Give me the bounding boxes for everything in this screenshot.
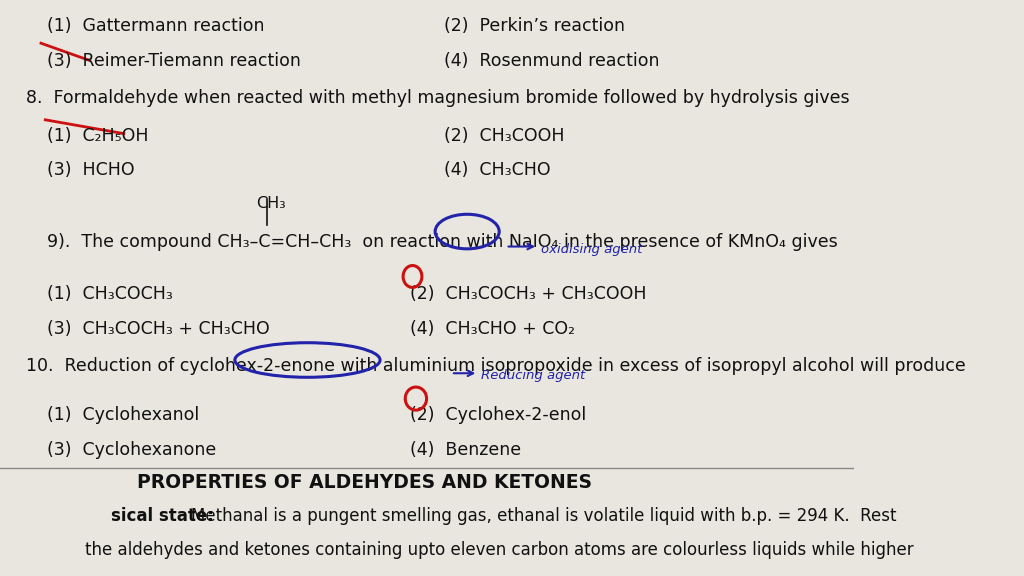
Text: (4)  CH₃CHO + CO₂: (4) CH₃CHO + CO₂ <box>410 320 574 338</box>
Text: (3)  Reimer-Tiemann reaction: (3) Reimer-Tiemann reaction <box>47 52 301 70</box>
Text: (1)  C₂H₅OH: (1) C₂H₅OH <box>47 127 148 145</box>
Text: Reducing agent: Reducing agent <box>481 369 585 382</box>
Text: PROPERTIES OF ALDEHYDES AND KETONES: PROPERTIES OF ALDEHYDES AND KETONES <box>136 473 592 492</box>
Text: the aldehydes and ketones containing upto eleven carbon atoms are colourless liq: the aldehydes and ketones containing upt… <box>85 541 914 559</box>
Text: (1)  Cyclohexanol: (1) Cyclohexanol <box>47 406 200 424</box>
Text: (1)  CH₃COCH₃: (1) CH₃COCH₃ <box>47 285 173 303</box>
Text: 10.  Reduction of cyclohex-2-enone with aluminium isopropoxide in excess of isop: 10. Reduction of cyclohex-2-enone with a… <box>26 357 966 375</box>
Text: oxidising agent: oxidising agent <box>541 243 642 256</box>
Text: (4)  CH₃CHO: (4) CH₃CHO <box>444 161 551 179</box>
Text: (2)  CH₃COOH: (2) CH₃COOH <box>444 127 564 145</box>
Text: (2)  Cyclohex-2-enol: (2) Cyclohex-2-enol <box>410 406 586 424</box>
Text: (3)  CH₃COCH₃ + CH₃CHO: (3) CH₃COCH₃ + CH₃CHO <box>47 320 269 338</box>
Text: (4)  Benzene: (4) Benzene <box>410 441 521 458</box>
Text: 8.  Formaldehyde when reacted with methyl magnesium bromide followed by hydrolys: 8. Formaldehyde when reacted with methyl… <box>26 89 849 107</box>
Text: CH₃: CH₃ <box>256 196 286 211</box>
Text: (4)  Rosenmund reaction: (4) Rosenmund reaction <box>444 52 659 70</box>
Text: (2)  CH₃COCH₃ + CH₃COOH: (2) CH₃COCH₃ + CH₃COOH <box>410 285 646 303</box>
Text: Methanal is a pungent smelling gas, ethanal is volatile liquid with b.p. = 294 K: Methanal is a pungent smelling gas, etha… <box>191 507 897 525</box>
Text: (3)  HCHO: (3) HCHO <box>47 161 134 179</box>
Text: (1)  Gattermann reaction: (1) Gattermann reaction <box>47 17 264 35</box>
Text: (2)  Perkin’s reaction: (2) Perkin’s reaction <box>444 17 625 35</box>
Text: sical state:: sical state: <box>111 507 220 525</box>
Text: (3)  Cyclohexanone: (3) Cyclohexanone <box>47 441 216 458</box>
Text: 9).  The compound CH₃–C=CH–CH₃  on reaction with NaIO₄ in the presence of KMnO₄ : 9). The compound CH₃–C=CH–CH₃ on reactio… <box>47 233 838 251</box>
